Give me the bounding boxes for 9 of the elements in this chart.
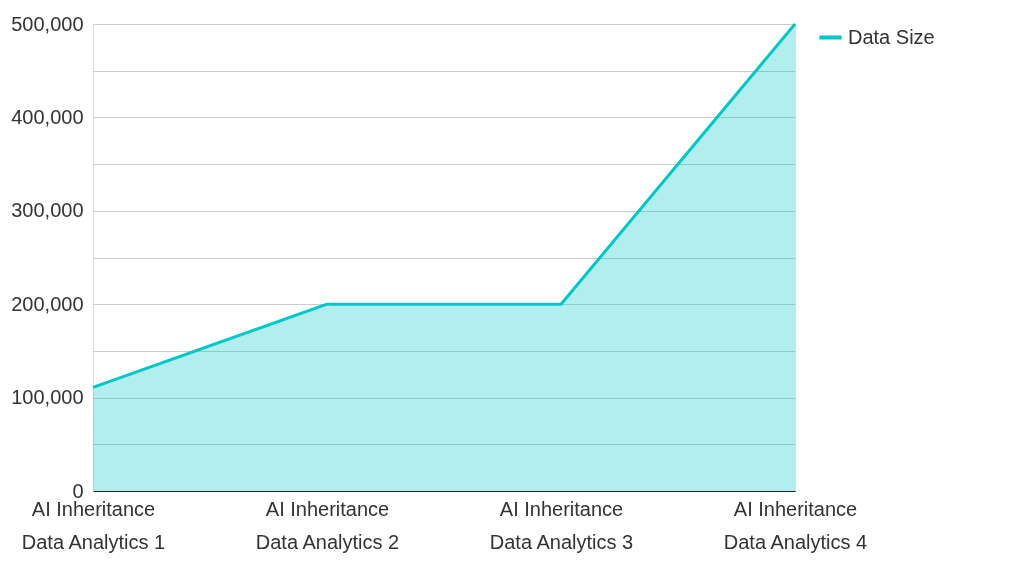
legend-label: Data Size <box>848 25 935 48</box>
y-tick-label: 300,000 <box>11 199 84 222</box>
y-tick-label: 200,000 <box>11 292 84 315</box>
y-tick-label: 500,000 <box>11 12 84 35</box>
x-tick-label: AI Inheritance Data Analytics 4 <box>723 497 868 553</box>
x-tick-label: AI Inheritance Data Analytics 3 <box>489 497 634 553</box>
y-tick-label: 400,000 <box>11 105 84 128</box>
x-tick-label: AI Inheritance Data Analytics 2 <box>255 497 400 553</box>
y-tick-label: 100,000 <box>11 386 84 409</box>
